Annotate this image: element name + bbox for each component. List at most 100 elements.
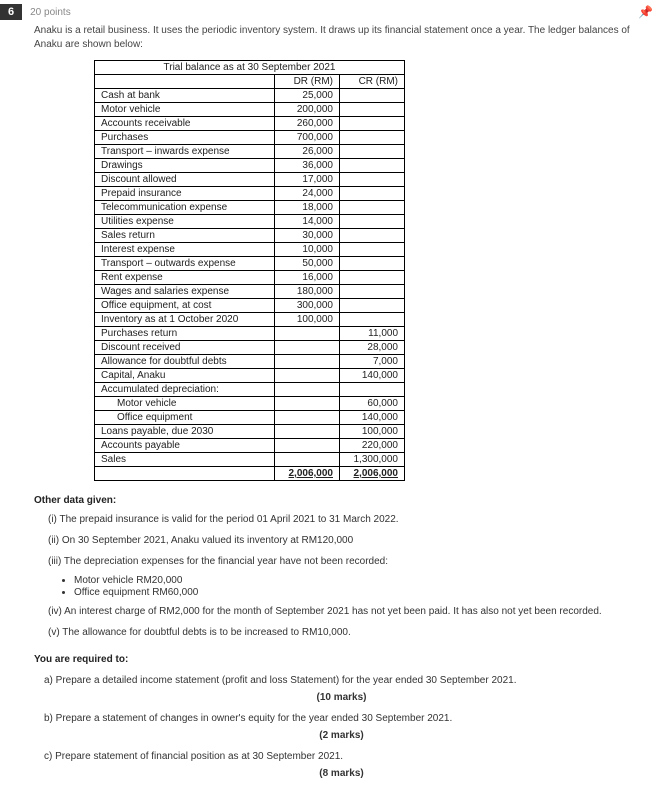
tb-account: Purchases [95,131,275,145]
required-title: You are required to: [34,654,649,665]
tb-cr [340,215,405,229]
tb-blank-head [95,75,275,89]
tb-dr [275,355,340,369]
tb-total-dr: 2,006,000 [275,467,340,481]
tb-account: Loans payable, due 2030 [95,425,275,439]
tb-account: Interest expense [95,243,275,257]
tb-cr [340,131,405,145]
tb-cr [340,285,405,299]
tb-cr: 220,000 [340,439,405,453]
tb-account: Motor vehicle [95,103,275,117]
req-c-marks: (8 marks) [34,768,649,779]
tb-cr [340,187,405,201]
tb-dr [275,327,340,341]
tb-account: Inventory as at 1 October 2020 [95,313,275,327]
tb-cr [340,313,405,327]
tb-account: Telecommunication expense [95,201,275,215]
tb-dr: 16,000 [275,271,340,285]
tb-account: Purchases return [95,327,275,341]
tb-dr: 26,000 [275,145,340,159]
tb-account: Motor vehicle [95,397,275,411]
trial-balance-table: Trial balance as at 30 September 2021 DR… [94,60,405,481]
tb-cr [340,383,405,397]
tb-account: Capital, Anaku [95,369,275,383]
tb-dr [275,439,340,453]
tb-dr: 25,000 [275,89,340,103]
tb-account: Accounts receivable [95,117,275,131]
tb-account: Allowance for doubtful debts [95,355,275,369]
tb-account: Sales return [95,229,275,243]
other-iii-list: Motor vehicle RM20,000 Office equipment … [74,575,649,598]
tb-account: Accumulated depreciation: [95,383,275,397]
other-iii-a: Motor vehicle RM20,000 [74,575,649,586]
question-header: 6 20 points 📌 [0,0,661,24]
tb-dr: 36,000 [275,159,340,173]
tb-total-label [95,467,275,481]
tb-dr [275,425,340,439]
trial-balance-wrapper: Trial balance as at 30 September 2021 DR… [94,60,649,481]
tb-cr [340,243,405,257]
other-i: (i) The prepaid insurance is valid for t… [48,512,649,527]
tb-account: Discount allowed [95,173,275,187]
tb-account: Wages and salaries expense [95,285,275,299]
other-iii-lead: (iii) The depreciation expenses for the … [48,554,649,569]
tb-dr [275,383,340,397]
tb-account: Utilities expense [95,215,275,229]
tb-total-cr: 2,006,000 [340,467,405,481]
tb-cr-head: CR (RM) [340,75,405,89]
tb-cr [340,89,405,103]
tb-cr: 140,000 [340,411,405,425]
tb-dr: 14,000 [275,215,340,229]
tb-dr-head: DR (RM) [275,75,340,89]
tb-dr: 260,000 [275,117,340,131]
tb-cr [340,117,405,131]
question-number: 6 [0,4,22,20]
tb-cr: 140,000 [340,369,405,383]
tb-dr [275,453,340,467]
other-iv: (iv) An interest charge of RM2,000 for t… [48,604,649,619]
tb-account: Accounts payable [95,439,275,453]
other-data-title: Other data given: [34,495,649,506]
tb-cr: 7,000 [340,355,405,369]
tb-dr: 180,000 [275,285,340,299]
tb-dr: 24,000 [275,187,340,201]
req-b-marks: (2 marks) [34,730,649,741]
req-a: a) Prepare a detailed income statement (… [44,673,649,688]
tb-account: Rent expense [95,271,275,285]
tb-account: Office equipment [95,411,275,425]
tb-cr [340,201,405,215]
tb-cr [340,299,405,313]
other-ii: (ii) On 30 September 2021, Anaku valued … [48,533,649,548]
other-data-section: Other data given: (i) The prepaid insura… [34,495,649,640]
tb-cr [340,271,405,285]
tb-cr [340,257,405,271]
tb-dr: 100,000 [275,313,340,327]
tb-cr: 100,000 [340,425,405,439]
tb-account: Transport – inwards expense [95,145,275,159]
tb-account: Discount received [95,341,275,355]
tb-account: Drawings [95,159,275,173]
tb-cr: 28,000 [340,341,405,355]
tb-account: Transport – outwards expense [95,257,275,271]
tb-account: Sales [95,453,275,467]
pin-icon[interactable]: 📌 [638,5,653,19]
intro-text: Anaku is a retail business. It uses the … [34,24,649,52]
points-label: 20 points [30,7,71,18]
tb-dr: 10,000 [275,243,340,257]
tb-cr: 60,000 [340,397,405,411]
tb-cr [340,173,405,187]
tb-cr: 1,300,000 [340,453,405,467]
tb-account: Cash at bank [95,89,275,103]
tb-dr [275,369,340,383]
tb-cr [340,103,405,117]
other-iii-b: Office equipment RM60,000 [74,587,649,598]
tb-account: Office equipment, at cost [95,299,275,313]
tb-dr: 200,000 [275,103,340,117]
tb-dr [275,341,340,355]
req-c: c) Prepare statement of financial positi… [44,749,649,764]
tb-cr [340,145,405,159]
question-body: Anaku is a retail business. It uses the … [0,24,661,791]
tb-dr: 50,000 [275,257,340,271]
req-b: b) Prepare a statement of changes in own… [44,711,649,726]
tb-dr: 18,000 [275,201,340,215]
